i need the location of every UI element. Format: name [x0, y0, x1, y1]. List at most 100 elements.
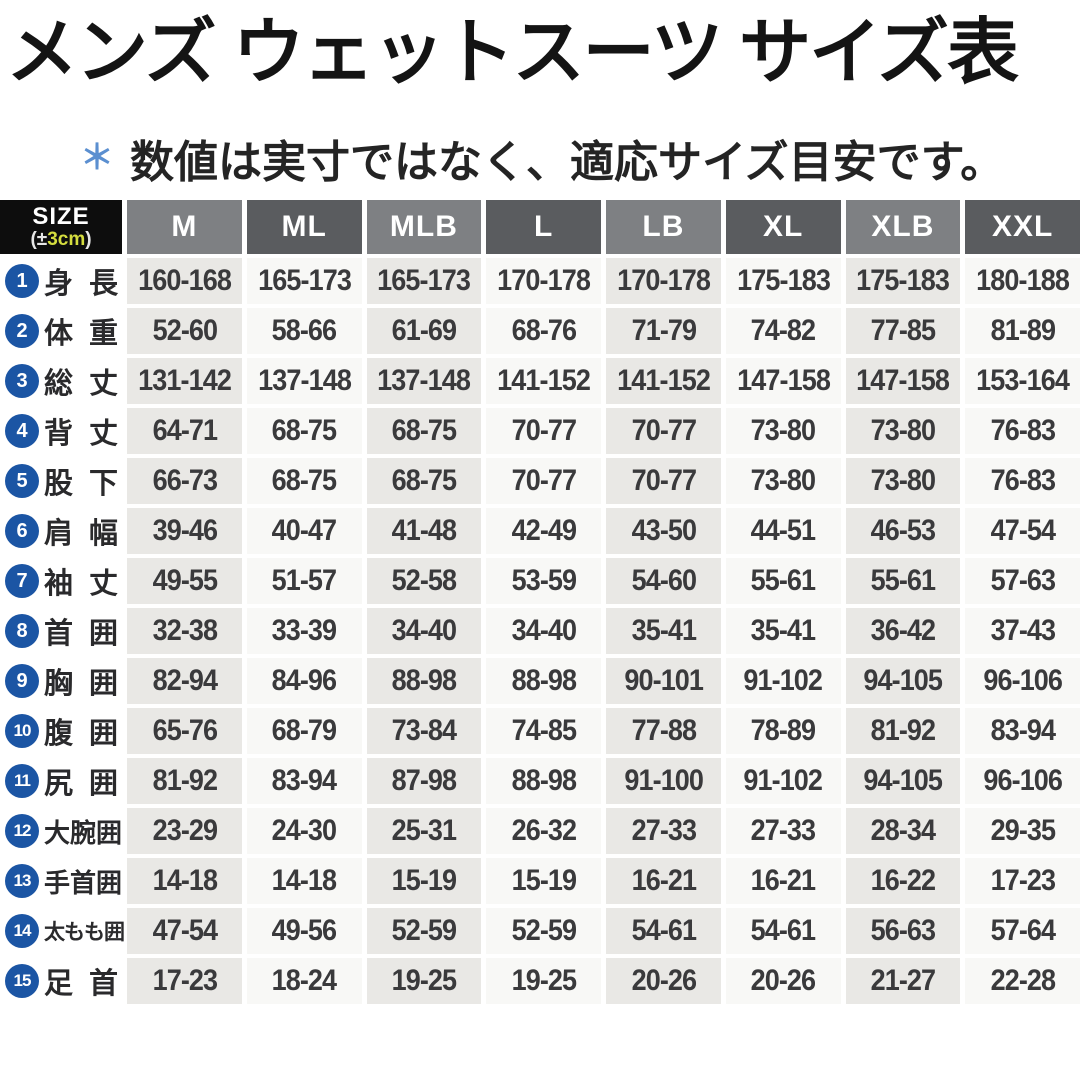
cell-xxl-row14: 57-64 — [965, 908, 1080, 954]
row-number-badge: 7 — [5, 564, 39, 598]
cell-mlb-row1: 165-173 — [366, 258, 482, 304]
cell-xlb-row6: 46-53 — [845, 508, 961, 554]
cell-xl-row10: 78-89 — [725, 708, 841, 754]
row-number-badge: 10 — [5, 714, 39, 748]
row-label: 尻囲 — [44, 768, 118, 800]
cell-xlb-row2: 77-85 — [845, 308, 961, 354]
row-number-badge: 4 — [5, 414, 39, 448]
row-number-badge: 1 — [5, 264, 39, 298]
cell-xxl-row10: 83-94 — [965, 708, 1080, 754]
header-cell-lb: LB — [606, 200, 721, 254]
cell-xlb-row15: 21-27 — [845, 958, 961, 1004]
page-title: メンズ ウェットスーツ サイズ表 — [6, 13, 1019, 93]
cell-ml-row6: 40-47 — [246, 508, 362, 554]
cell-m-row11: 81-92 — [127, 758, 242, 804]
cell-mlb-row14: 52-59 — [366, 908, 482, 954]
cell-xxl-row12: 29-35 — [965, 808, 1080, 854]
row-label: 太もも囲 — [44, 921, 125, 944]
row-number-badge: 5 — [5, 464, 39, 498]
cell-mlb-row10: 73-84 — [366, 708, 482, 754]
cell-l-row11: 88-98 — [486, 758, 601, 804]
cell-m-row4: 64-71 — [127, 408, 242, 454]
cell-l-row3: 141-152 — [486, 358, 601, 404]
row-number-badge: 15 — [5, 964, 39, 998]
cell-m-row9: 82-94 — [127, 658, 242, 704]
cell-xl-row12: 27-33 — [725, 808, 841, 854]
cell-xlb-row10: 81-92 — [845, 708, 961, 754]
cell-xxl-row7: 57-63 — [965, 558, 1080, 604]
cell-mlb-row8: 34-40 — [366, 608, 482, 654]
cell-ml-row9: 84-96 — [246, 658, 362, 704]
asterisk-icon: ＊ — [80, 139, 114, 177]
cell-xxl-row9: 96-106 — [965, 658, 1080, 704]
row-label: 手首囲 — [44, 867, 123, 898]
size-note: ＊ 数値は実寸ではなく、適応サイズ目安です。 — [80, 126, 1004, 190]
cell-xlb-row3: 147-158 — [845, 358, 961, 404]
cell-m-row13: 14-18 — [127, 858, 242, 904]
row-number-badge: 12 — [5, 814, 39, 848]
row-number-badge: 13 — [5, 864, 39, 898]
row-label: 足首 — [44, 968, 118, 1000]
tolerance-value: 3cm — [47, 228, 86, 250]
row-label-cell: 12 大腕囲 — [0, 808, 122, 854]
cell-xxl-row2: 81-89 — [965, 308, 1080, 354]
cell-xl-row7: 55-61 — [725, 558, 841, 604]
row-label-cell: 14 太もも囲 — [0, 908, 125, 954]
cell-xxl-row3: 153-164 — [965, 358, 1080, 404]
cell-ml-row12: 24-30 — [246, 808, 362, 854]
header-cell-mlb: MLB — [366, 200, 482, 254]
cell-lb-row9: 90-101 — [606, 658, 721, 704]
cell-xlb-row8: 36-42 — [845, 608, 961, 654]
row-label-cell: 15 足首 — [0, 958, 122, 1004]
cell-xlb-row12: 28-34 — [845, 808, 961, 854]
cell-mlb-row12: 25-31 — [366, 808, 482, 854]
row-label-cell: 13 手首囲 — [0, 858, 122, 904]
cell-xl-row15: 20-26 — [725, 958, 841, 1004]
cell-mlb-row9: 88-98 — [366, 658, 482, 704]
cell-mlb-row7: 52-58 — [366, 558, 482, 604]
cell-l-row10: 74-85 — [486, 708, 601, 754]
cell-lb-row12: 27-33 — [606, 808, 721, 854]
cell-lb-row7: 54-60 — [606, 558, 721, 604]
header-cell-xlb: XLB — [845, 200, 961, 254]
cell-xlb-row5: 73-80 — [845, 458, 961, 504]
row-label: 袖丈 — [44, 568, 118, 600]
cell-xl-row5: 73-80 — [725, 458, 841, 504]
cell-l-row15: 19-25 — [486, 958, 601, 1004]
tolerance-open: (± — [30, 228, 48, 250]
cell-l-row12: 26-32 — [486, 808, 601, 854]
cell-xxl-row1: 180-188 — [965, 258, 1080, 304]
cell-lb-row1: 170-178 — [606, 258, 721, 304]
cell-l-row2: 68-76 — [486, 308, 601, 354]
cell-m-row1: 160-168 — [127, 258, 242, 304]
cell-ml-row13: 14-18 — [246, 858, 362, 904]
cell-xl-row4: 73-80 — [725, 408, 841, 454]
cell-lb-row15: 20-26 — [606, 958, 721, 1004]
header-cell-xl: XL — [725, 200, 841, 254]
cell-m-row15: 17-23 — [127, 958, 242, 1004]
header-cell-m: M — [127, 200, 242, 254]
row-number-badge: 9 — [5, 664, 39, 698]
cell-xlb-row9: 94-105 — [845, 658, 961, 704]
cell-l-row7: 53-59 — [486, 558, 601, 604]
row-label: 身長 — [44, 268, 118, 300]
cell-ml-row15: 18-24 — [246, 958, 362, 1004]
cell-ml-row14: 49-56 — [246, 908, 362, 954]
cell-l-row5: 70-77 — [486, 458, 601, 504]
cell-mlb-row15: 19-25 — [366, 958, 482, 1004]
cell-lb-row14: 54-61 — [606, 908, 721, 954]
cell-xxl-row5: 76-83 — [965, 458, 1080, 504]
cell-ml-row7: 51-57 — [246, 558, 362, 604]
corner-size-label: SIZE — [32, 203, 90, 231]
cell-mlb-row11: 87-98 — [366, 758, 482, 804]
row-label: 腹囲 — [44, 718, 118, 750]
cell-xl-row13: 16-21 — [725, 858, 841, 904]
cell-lb-row13: 16-21 — [606, 858, 721, 904]
cell-m-row2: 52-60 — [127, 308, 242, 354]
